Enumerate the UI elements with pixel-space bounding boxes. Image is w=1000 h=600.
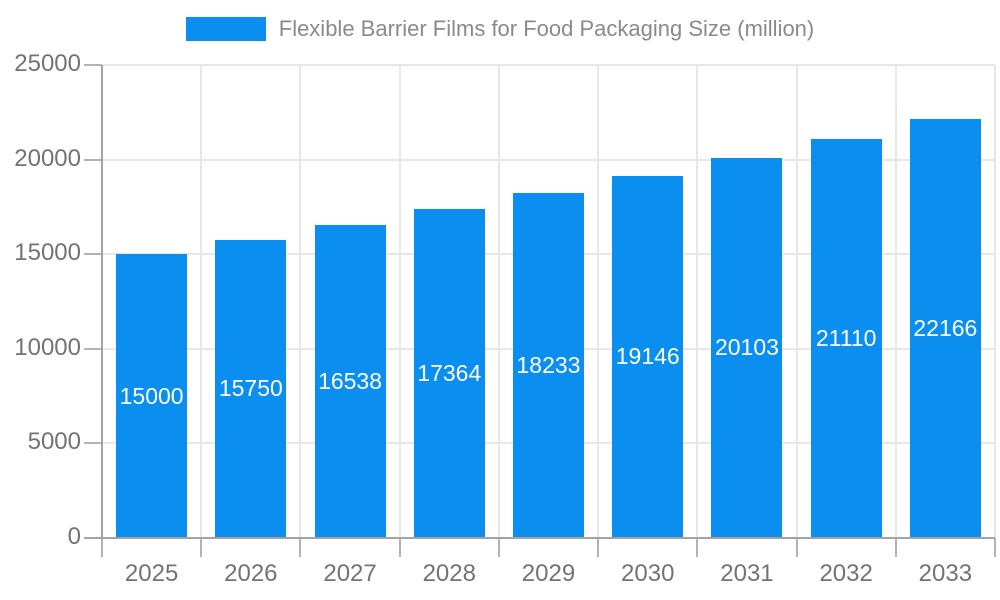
vertical-gridline xyxy=(200,65,203,538)
x-axis-tick-mark xyxy=(299,538,302,557)
x-axis-tick-mark xyxy=(894,538,897,557)
x-axis-tick-mark xyxy=(200,538,203,557)
x-axis-tick-mark xyxy=(398,538,401,557)
bar-value-label: 21110 xyxy=(815,324,877,351)
bar: 18233 xyxy=(513,193,584,538)
y-axis-tick-label: 10000 xyxy=(14,333,81,361)
bar: 20103 xyxy=(711,157,783,538)
bar-value-label: 16538 xyxy=(318,368,383,395)
bar-value-label: 17364 xyxy=(417,360,482,387)
x-axis-tick-mark xyxy=(696,538,699,557)
x-axis-tick-mark xyxy=(795,538,798,557)
bar: 15750 xyxy=(215,240,287,538)
bar: 21110 xyxy=(810,138,882,538)
legend-swatch xyxy=(185,17,266,41)
chart-legend: Flexible Barrier Films for Food Packagin… xyxy=(0,14,1000,44)
x-axis-line xyxy=(84,537,995,539)
y-axis-tick-label: 0 xyxy=(67,522,81,550)
vertical-gridline xyxy=(994,65,996,538)
horizontal-gridline xyxy=(102,158,995,161)
x-axis-tick-label: 2033 xyxy=(918,560,973,587)
x-axis-tick-mark xyxy=(994,538,996,557)
x-axis-tick-label: 2025 xyxy=(124,560,179,587)
y-axis-tick-label: 20000 xyxy=(14,144,81,172)
bar-value-label: 15000 xyxy=(119,382,184,409)
x-axis-tick-label: 2032 xyxy=(819,560,873,587)
vertical-gridline xyxy=(795,65,798,538)
x-axis-tick-label: 2029 xyxy=(521,560,576,587)
y-axis-tick-mark xyxy=(84,158,102,161)
y-axis-tick-label: 15000 xyxy=(14,239,81,267)
y-axis-tick-mark xyxy=(84,347,102,350)
x-axis-tick-mark xyxy=(597,538,600,557)
x-axis-tick-label: 2027 xyxy=(323,560,377,587)
bar-value-label: 19146 xyxy=(615,343,680,370)
y-axis-tick-label: 5000 xyxy=(27,428,81,456)
bar-value-label: 18233 xyxy=(516,352,581,378)
x-axis-tick-label: 2031 xyxy=(720,560,774,587)
vertical-gridline xyxy=(398,65,401,538)
bar-value-label: 20103 xyxy=(714,334,779,361)
x-axis-tick-label: 2026 xyxy=(224,560,278,587)
y-axis-tick-mark xyxy=(84,64,102,66)
bar: 17364 xyxy=(413,209,485,538)
vertical-gridline xyxy=(299,65,302,538)
bar: 16538 xyxy=(314,225,386,538)
x-axis-tick-label: 2030 xyxy=(621,560,675,587)
bar-value-label: 22166 xyxy=(913,314,978,341)
vertical-gridline xyxy=(497,65,500,538)
y-axis-tick-mark xyxy=(84,442,102,445)
vertical-gridline xyxy=(597,65,600,538)
y-axis-line xyxy=(101,65,103,538)
x-axis-tick-mark xyxy=(101,538,103,557)
chart-title: Flexible Barrier Films for Food Packagin… xyxy=(278,16,815,41)
bar: 15000 xyxy=(116,254,188,538)
y-axis-tick-label: 25000 xyxy=(14,49,81,77)
x-axis-tick-label: 2028 xyxy=(422,560,476,587)
x-axis-tick-mark xyxy=(497,538,500,557)
horizontal-gridline xyxy=(102,64,995,66)
y-axis-tick-mark xyxy=(84,253,102,256)
bar: 22166 xyxy=(909,118,981,538)
bar: 19146 xyxy=(612,175,684,538)
bar-value-label: 15750 xyxy=(218,375,283,402)
vertical-gridline xyxy=(696,65,699,538)
vertical-gridline xyxy=(894,65,897,538)
